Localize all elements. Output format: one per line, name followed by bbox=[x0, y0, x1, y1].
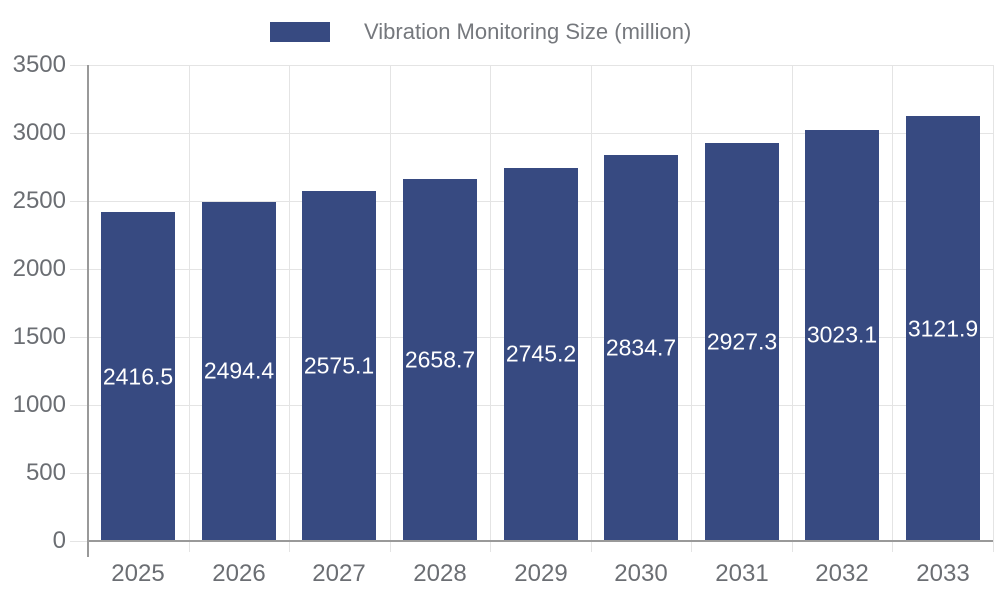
bar-value-label: 2575.1 bbox=[303, 352, 375, 379]
y-tick bbox=[70, 541, 88, 542]
bar-value-label: 2658.7 bbox=[404, 346, 476, 373]
gridline bbox=[390, 65, 391, 552]
legend-swatch[interactable] bbox=[270, 22, 330, 42]
gridline bbox=[88, 65, 993, 66]
legend: Vibration Monitoring Size (million) bbox=[270, 12, 691, 52]
x-tick-label: 2032 bbox=[815, 560, 869, 587]
bar-2031[interactable] bbox=[705, 143, 779, 541]
bar-value-label: 2834.7 bbox=[605, 334, 677, 361]
bar-value-label: 2416.5 bbox=[102, 363, 174, 390]
gridline bbox=[88, 133, 993, 134]
x-tick-label: 2027 bbox=[312, 560, 366, 587]
y-tick-label: 3500 bbox=[12, 51, 66, 78]
legend-label[interactable]: Vibration Monitoring Size (million) bbox=[364, 19, 692, 44]
bar-2025[interactable] bbox=[101, 212, 175, 541]
x-tick-label: 2030 bbox=[614, 560, 668, 587]
gridline bbox=[591, 65, 592, 552]
x-axis-line bbox=[88, 540, 993, 542]
y-tick bbox=[70, 269, 88, 270]
y-tick-label: 1000 bbox=[12, 391, 66, 418]
y-tick-label: 2500 bbox=[12, 187, 66, 214]
x-tick-label: 2028 bbox=[413, 560, 467, 587]
x-tick-label: 2026 bbox=[212, 560, 266, 587]
bar-2027[interactable] bbox=[302, 191, 376, 541]
y-tick-label: 0 bbox=[52, 527, 66, 554]
gridline bbox=[289, 65, 290, 552]
y-tick bbox=[70, 65, 88, 66]
bar-value-label: 2745.2 bbox=[505, 340, 577, 367]
bar-2026[interactable] bbox=[202, 202, 276, 541]
gridline bbox=[792, 65, 793, 552]
y-tick-label: 2000 bbox=[12, 255, 66, 282]
y-tick bbox=[70, 201, 88, 202]
bar-2030[interactable] bbox=[604, 155, 678, 541]
y-tick bbox=[70, 133, 88, 134]
bar-value-label: 2494.4 bbox=[203, 357, 275, 384]
y-tick-label: 500 bbox=[25, 459, 66, 486]
y-tick-label: 3000 bbox=[12, 119, 66, 146]
y-tick bbox=[70, 473, 88, 474]
y-tick-label: 1500 bbox=[12, 323, 66, 350]
y-tick bbox=[70, 337, 88, 338]
bar-value-label: 3121.9 bbox=[907, 315, 979, 342]
bar-2033[interactable] bbox=[906, 116, 980, 541]
gridline bbox=[691, 65, 692, 552]
x-tick-label: 2033 bbox=[916, 560, 970, 587]
gridline bbox=[892, 65, 893, 552]
bar-value-label: 3023.1 bbox=[806, 321, 878, 348]
gridline bbox=[490, 65, 491, 552]
y-axis-line bbox=[87, 65, 89, 557]
gridline bbox=[993, 65, 994, 552]
bar-2032[interactable] bbox=[805, 130, 879, 541]
bar-value-label: 2927.3 bbox=[706, 328, 778, 355]
x-tick-label: 2031 bbox=[715, 560, 769, 587]
bar-2028[interactable] bbox=[403, 179, 477, 541]
bar-2029[interactable] bbox=[504, 168, 578, 541]
y-tick bbox=[70, 405, 88, 406]
x-tick-label: 2025 bbox=[111, 560, 165, 587]
gridline bbox=[189, 65, 190, 552]
x-tick-label: 2029 bbox=[514, 560, 568, 587]
